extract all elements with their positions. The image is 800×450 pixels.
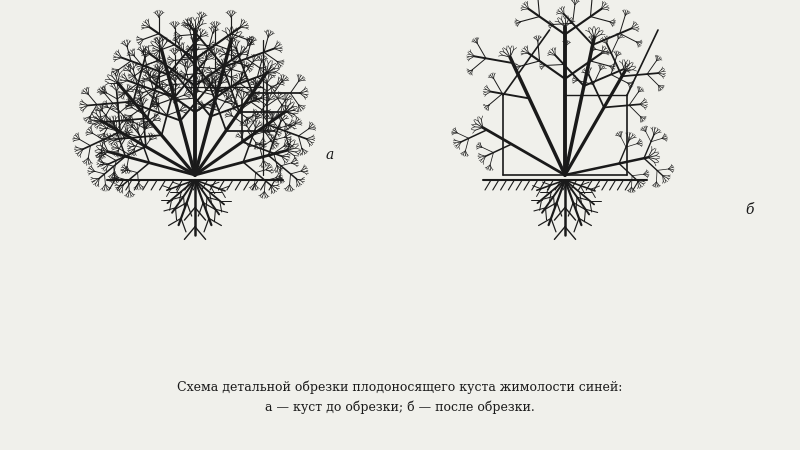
Text: а — куст до обрезки; б — после обрезки.: а — куст до обрезки; б — после обрезки. [265,400,535,414]
Text: Схема детальной обрезки плодоносящего куста жимолости синей:: Схема детальной обрезки плодоносящего ку… [178,380,622,394]
Text: а: а [326,148,334,162]
Text: б: б [746,203,754,217]
